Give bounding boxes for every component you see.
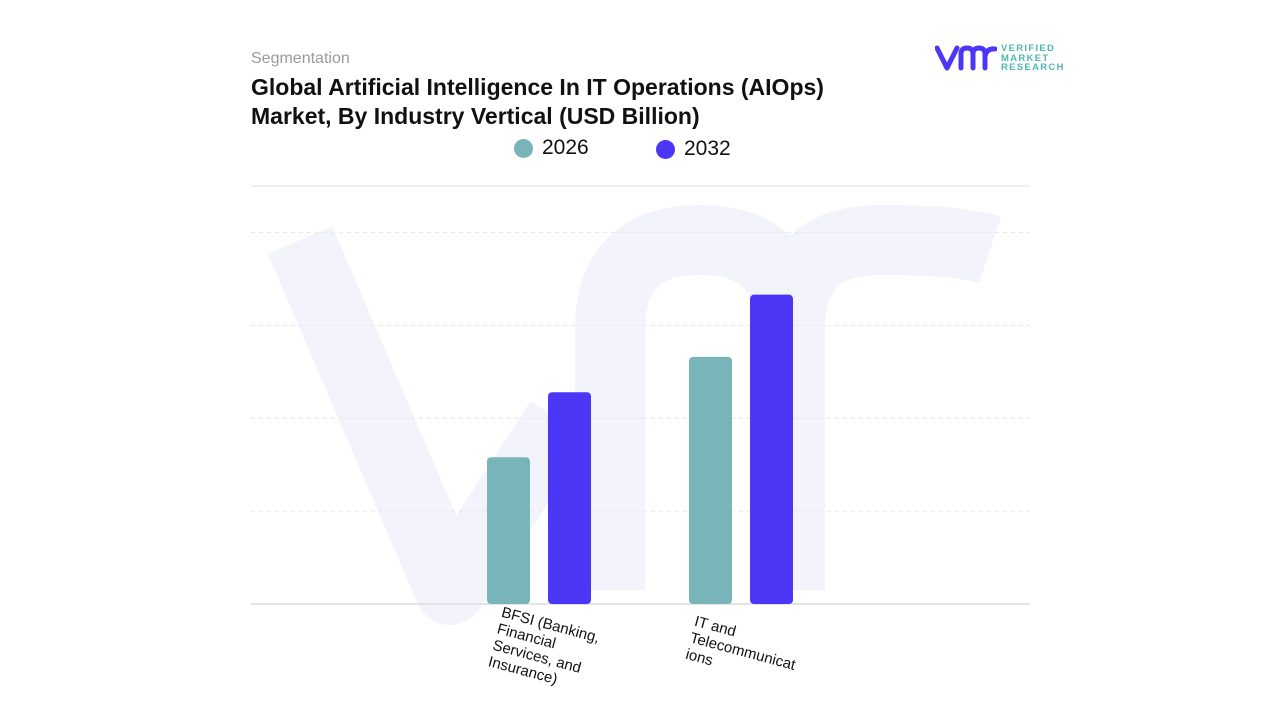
bar-2032-1 xyxy=(750,294,793,604)
logo-line: RESEARCH xyxy=(1001,62,1065,73)
legend-swatch xyxy=(514,138,533,158)
section-label: Segmentation xyxy=(251,50,350,67)
watermark xyxy=(267,205,1002,625)
vmr-logo-icon xyxy=(935,45,997,71)
vmr-logo: VERIFIED MARKET RESEARCH xyxy=(935,44,1065,73)
legend-label: 2026 xyxy=(542,136,589,159)
chart-title: Global Artificial Intelligence In IT Ope… xyxy=(251,74,824,129)
legend-label: 2032 xyxy=(684,137,731,160)
logo-line: MARKET xyxy=(1001,52,1050,64)
logo-line: VERIFIED xyxy=(1001,43,1056,54)
bar-2032-0 xyxy=(548,392,591,604)
legend-swatch xyxy=(656,139,675,159)
bar-2026-0 xyxy=(487,457,530,604)
legend-item-2032: 2032 xyxy=(656,137,731,161)
bar-2026-1 xyxy=(689,356,732,604)
legend-item-2026: 2026 xyxy=(514,136,589,160)
